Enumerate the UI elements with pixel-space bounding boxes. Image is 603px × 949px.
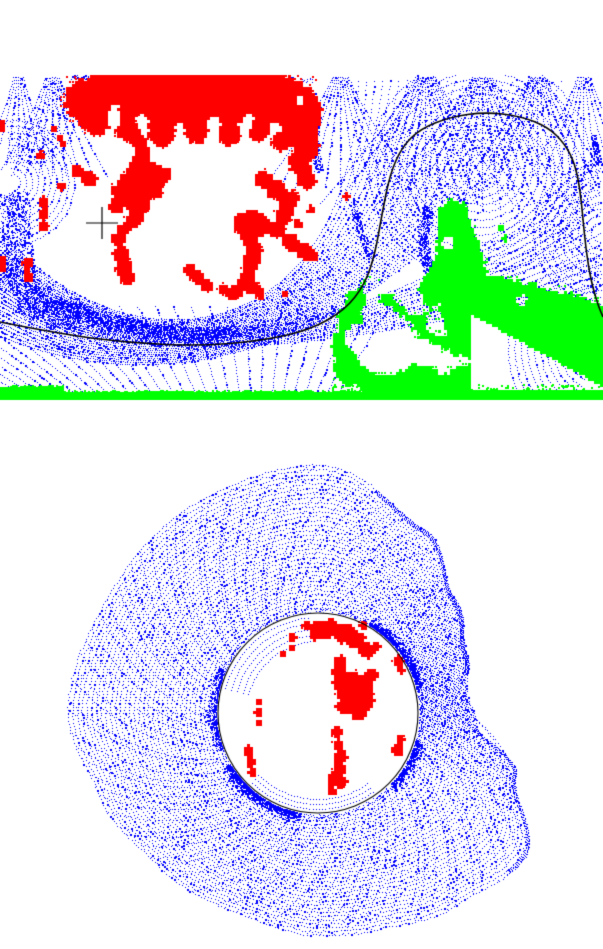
- field-line-visualization-canvas: [0, 0, 603, 949]
- figure-stage: [0, 0, 603, 949]
